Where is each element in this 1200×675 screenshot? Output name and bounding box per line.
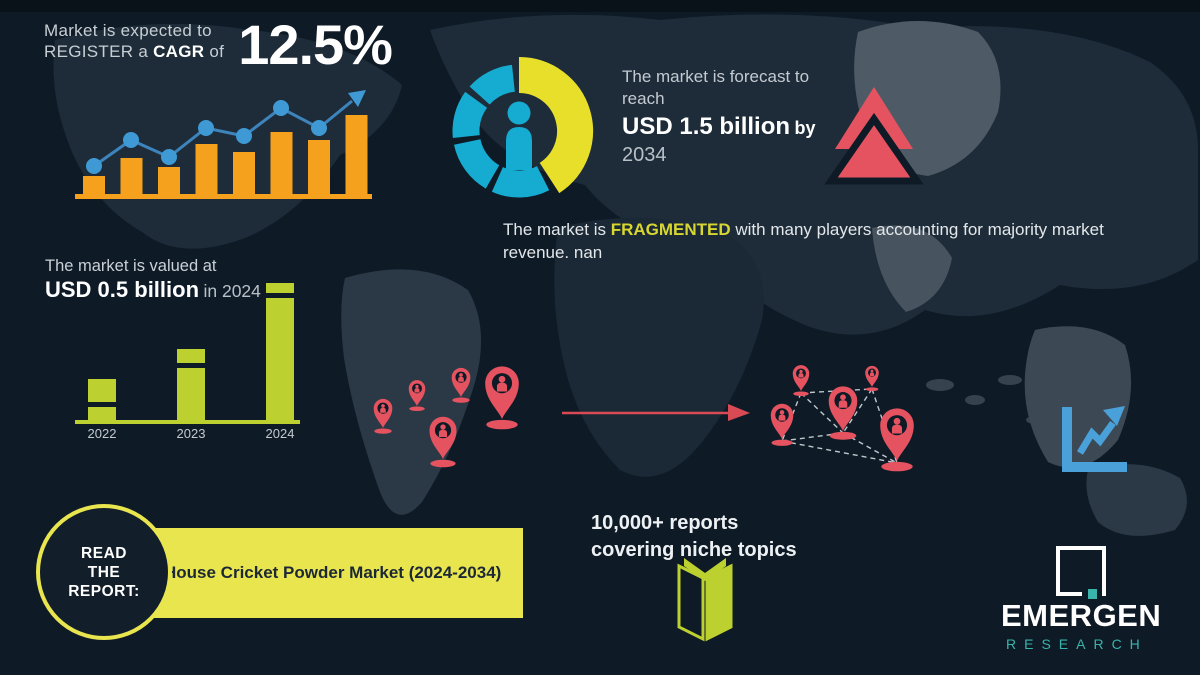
logo-sub-brand-text: RESEARCH: [1006, 636, 1148, 652]
trend-bar: [270, 132, 293, 194]
cagr-line2-pre: REGISTER a: [44, 42, 154, 61]
trend-bar: [308, 140, 330, 194]
map-arabia: [872, 225, 952, 312]
book-icon: [677, 558, 733, 642]
trend-dot: [311, 120, 327, 136]
valuation-bar-stripe: [177, 363, 205, 368]
cagr-value: 12.5%: [238, 13, 393, 76]
players-pins-left: [373, 366, 519, 468]
valuation-bar-stripe: [88, 402, 116, 407]
forecast-value: USD 1.5 billion: [622, 113, 791, 140]
donut-yellow-arc: [518, 57, 594, 194]
report-title-banner[interactable]: House Cricket Powder Market (2024-2034): [150, 528, 523, 618]
trend-dot: [273, 100, 289, 116]
forecast-by: by: [794, 118, 816, 138]
fragmentation-statement: The market is FRAGMENTED with many playe…: [503, 218, 1153, 264]
cagr-line1: Market is expected to: [44, 21, 212, 40]
donut-cyan-arc: [453, 138, 500, 189]
trend-bar: [158, 167, 180, 194]
reports-line2: covering niche topics: [591, 539, 797, 561]
map-australia: [1086, 464, 1187, 536]
trend-bars: [83, 115, 368, 194]
logo-brand-text: EMERGEN: [1001, 598, 1162, 633]
forecast-line1: The market is forecast to: [622, 67, 810, 86]
valuation-year-label: 2024: [266, 426, 295, 441]
trend-dot: [161, 149, 177, 165]
valuation-value: USD 0.5 billion: [45, 277, 200, 302]
fragment-post: with many players accounting for majorit…: [503, 220, 1104, 262]
reports-statement: 10,000+ reports covering niche topics: [591, 510, 797, 564]
growth-chart-icon: [1062, 406, 1127, 472]
trend-dot: [236, 128, 252, 144]
valuation-bar: [177, 349, 205, 420]
trend-bar: [195, 144, 218, 194]
map-eurasia: [430, 14, 1198, 335]
report-title: House Cricket Powder Market (2024-2034): [164, 563, 502, 582]
map-island: [998, 375, 1022, 385]
valuation-line1: The market is valued at: [45, 257, 217, 275]
market-share-donut: [452, 57, 594, 198]
person-icon: [506, 127, 532, 170]
cagr-line2-post: of: [204, 42, 225, 61]
valuation-baseline: [75, 420, 300, 424]
person-icon: [507, 101, 531, 125]
valuation-bars: 2022 2023 2024: [88, 283, 295, 441]
trend-line: [86, 99, 353, 174]
map-island: [965, 395, 985, 405]
trend-bar: [345, 115, 368, 194]
read-the-report-badge[interactable]: READ THE REPORT:: [36, 504, 172, 640]
cagr-statement: Market is expected to REGISTER a CAGR of…: [44, 13, 393, 77]
flow-arrow-icon: [562, 404, 750, 421]
forecast-year: 2034: [622, 144, 667, 166]
trend-bar: [83, 176, 105, 194]
valuation-statement: The market is valued at USD 0.5 billion …: [45, 255, 261, 303]
donut-cyan-arc: [469, 64, 516, 106]
trend-baseline: [75, 194, 372, 199]
trend-arrow-icon: [348, 90, 366, 107]
valuation-bar: [88, 379, 116, 420]
forecast-statement: The market is forecast to reach USD 1.5 …: [622, 66, 816, 167]
valuation-bar-stripe: [266, 293, 294, 298]
trend-bar: [120, 158, 143, 194]
reports-line1: 10,000+ reports: [591, 512, 739, 534]
logo-mark-tick: [1088, 589, 1097, 599]
donut-cyan-arc: [491, 165, 550, 198]
growth-up-arrow-icon: [824, 87, 924, 185]
valuation-year-label: 2023: [177, 426, 206, 441]
map-island: [926, 379, 954, 391]
cta-line2: THE: [87, 563, 121, 581]
fragment-pre: The market is: [503, 220, 611, 239]
top-border-strip: [0, 0, 1200, 12]
valuation-suffix: in 2024: [203, 281, 261, 301]
cagr-text: Market is expected to REGISTER a CAGR of: [44, 20, 224, 62]
fragment-highlight: FRAGMENTED: [610, 220, 731, 239]
cagr-keyword: CAGR: [153, 42, 205, 61]
forecast-line2: reach: [622, 89, 665, 108]
emergen-logo-mark: [1056, 546, 1106, 596]
trend-bar: [233, 152, 255, 194]
valuation-year-label: 2022: [88, 426, 117, 441]
cagr-trend-chart: [75, 90, 372, 199]
trend-dot: [123, 132, 139, 148]
donut-cyan-arc: [452, 91, 488, 139]
cta-line1: READ: [81, 544, 127, 562]
market-valuation-chart: 2022 2023 2024: [75, 283, 300, 441]
trend-dot: [86, 158, 102, 174]
players-pins-network: [770, 365, 914, 472]
trend-dot: [198, 120, 214, 136]
cta-line3: REPORT:: [68, 582, 140, 600]
valuation-bar: [266, 283, 294, 420]
